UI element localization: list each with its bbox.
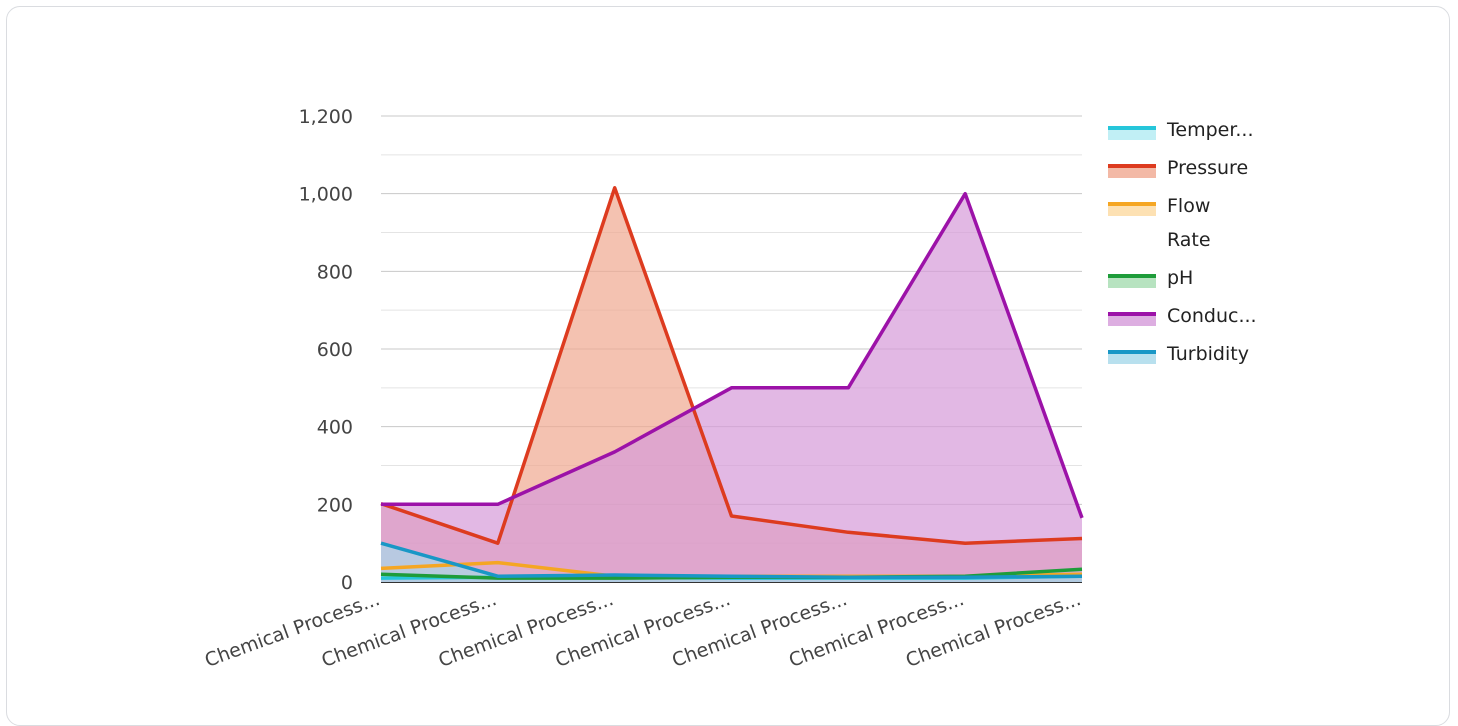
series-line-5[interactable] (380, 541, 1083, 580)
y-tick-label: 1,000 (299, 184, 353, 206)
legend-label: Conduc... (1167, 305, 1257, 327)
series-line-4[interactable] (381, 191, 1084, 519)
legend-label: Turbidity (1166, 343, 1249, 365)
y-tick-label: 800 (317, 261, 353, 283)
legend-item-1[interactable]: Pressure (1108, 157, 1248, 179)
y-tick-label: 400 (317, 417, 353, 439)
series-lines (380, 186, 1084, 580)
legend-item-5[interactable]: Turbidity (1108, 343, 1249, 365)
legend-item-0[interactable]: Temper... (1108, 119, 1254, 141)
y-tick-label: 1,200 (299, 106, 353, 128)
y-tick-label: 0 (341, 572, 353, 594)
legend-item-4[interactable]: Conduc... (1108, 305, 1257, 327)
legend-label: Temper... (1166, 119, 1254, 141)
legend-item-2[interactable]: Flow Rate (1108, 195, 1211, 251)
x-axis-ticks: Chemical Process...Chemical Process...Ch… (202, 588, 1084, 672)
area-chart: 0 200 400 600 800 1,000 1,200 Chemical Process… (202, 106, 1257, 672)
legend-label: Pressure (1167, 157, 1248, 179)
legend-swatch-fill (1108, 352, 1156, 364)
legend-label: Flow (1167, 195, 1210, 217)
legend-label: Rate (1167, 229, 1211, 251)
legend-swatch-fill (1108, 128, 1156, 140)
series-line-1[interactable] (380, 186, 1083, 545)
y-tick-label: 600 (317, 339, 353, 361)
legend-swatch-fill (1108, 166, 1156, 178)
legend-label: pH (1167, 267, 1193, 289)
legend-swatch-fill (1108, 276, 1156, 288)
legend-swatch-fill (1108, 204, 1156, 216)
legend-swatch-fill (1108, 314, 1156, 326)
series-areas (381, 187, 1082, 583)
legend: Temper... Pressure Flow Rate pH Conduc... Turb… (1108, 119, 1257, 365)
y-tick-label: 200 (317, 494, 353, 516)
y-axis-ticks: 0 200 400 600 800 1,000 1,200 (299, 106, 353, 594)
legend-item-3[interactable]: pH (1108, 267, 1193, 289)
chart-card (6, 6, 1450, 726)
